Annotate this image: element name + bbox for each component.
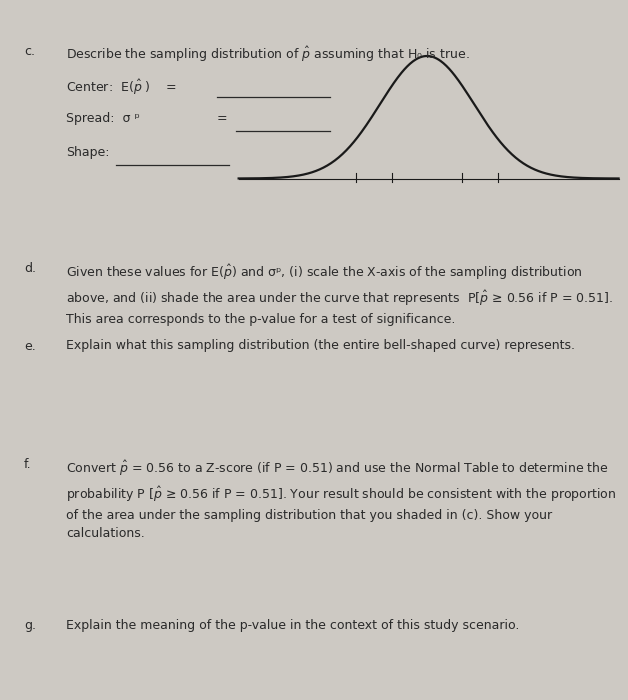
Text: =: =	[217, 112, 227, 125]
Text: Spread:  σ ᵖ: Spread: σ ᵖ	[66, 112, 140, 125]
Text: g.: g.	[24, 620, 36, 633]
Text: c.: c.	[24, 45, 35, 58]
Text: Describe the sampling distribution of $\hat{p}$ assuming that H₀ is true.: Describe the sampling distribution of $\…	[66, 45, 470, 64]
Text: Shape:: Shape:	[66, 146, 109, 159]
Text: Center:  E($\hat{p}$ )    =: Center: E($\hat{p}$ ) =	[66, 78, 177, 97]
Text: Explain what this sampling distribution (the entire bell-shaped curve) represent: Explain what this sampling distribution …	[66, 340, 575, 353]
Text: Explain the meaning of the p-value in the context of this study scenario.: Explain the meaning of the p-value in th…	[66, 620, 519, 633]
Text: f.: f.	[24, 458, 31, 472]
Text: e.: e.	[24, 340, 36, 353]
Text: Given these values for E($\hat{p}$) and σᵖ, (i) scale the X-axis of the sampling: Given these values for E($\hat{p}$) and …	[66, 262, 613, 326]
Text: Convert $\hat{p}$ = 0.56 to a Z-score (if P = 0.51) and use the Normal Table to : Convert $\hat{p}$ = 0.56 to a Z-score (i…	[66, 458, 617, 540]
Text: d.: d.	[24, 262, 36, 276]
